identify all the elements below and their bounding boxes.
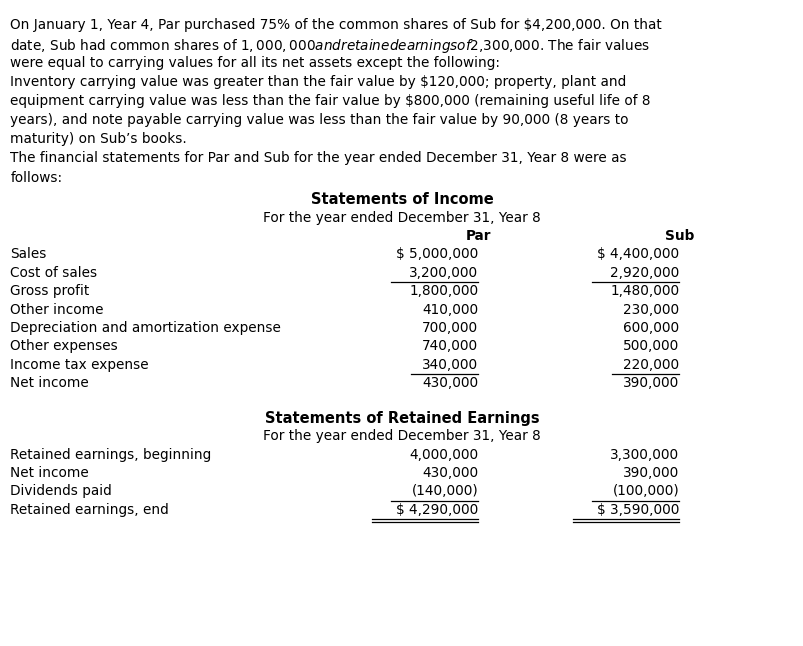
Text: 230,000: 230,000 xyxy=(622,302,679,317)
Text: 220,000: 220,000 xyxy=(622,358,679,372)
Text: follows:: follows: xyxy=(10,171,63,185)
Text: equipment carrying value was less than the fair value by $800,000 (remaining use: equipment carrying value was less than t… xyxy=(10,94,650,109)
Text: 430,000: 430,000 xyxy=(422,466,478,480)
Text: Depreciation and amortization expense: Depreciation and amortization expense xyxy=(10,321,281,335)
Text: 600,000: 600,000 xyxy=(622,321,679,335)
Text: Cost of sales: Cost of sales xyxy=(10,266,97,280)
Text: For the year ended December 31, Year 8: For the year ended December 31, Year 8 xyxy=(263,211,540,225)
Text: maturity) on Sub’s books.: maturity) on Sub’s books. xyxy=(10,132,187,147)
Text: $ 5,000,000: $ 5,000,000 xyxy=(396,247,478,262)
Text: $ 4,400,000: $ 4,400,000 xyxy=(597,247,679,262)
Text: On January 1, Year 4, Par purchased 75% of the common shares of Sub for $4,200,0: On January 1, Year 4, Par purchased 75% … xyxy=(10,18,662,32)
Text: 500,000: 500,000 xyxy=(622,339,679,353)
Text: For the year ended December 31, Year 8: For the year ended December 31, Year 8 xyxy=(263,429,540,443)
Text: Other expenses: Other expenses xyxy=(10,339,118,353)
Text: Net income: Net income xyxy=(10,466,89,480)
Text: 3,300,000: 3,300,000 xyxy=(609,448,679,462)
Text: The financial statements for Par and Sub for the year ended December 31, Year 8 : The financial statements for Par and Sub… xyxy=(10,151,626,165)
Text: 700,000: 700,000 xyxy=(422,321,478,335)
Text: Net income: Net income xyxy=(10,376,89,390)
Text: 740,000: 740,000 xyxy=(422,339,478,353)
Text: (140,000): (140,000) xyxy=(411,484,478,499)
Text: 1,480,000: 1,480,000 xyxy=(609,284,679,298)
Text: $ 3,590,000: $ 3,590,000 xyxy=(597,503,679,517)
Text: Gross profit: Gross profit xyxy=(10,284,90,298)
Text: years), and note payable carrying value was less than the fair value by 90,000 (: years), and note payable carrying value … xyxy=(10,113,628,127)
Text: Statements of Income: Statements of Income xyxy=(310,192,493,207)
Text: Retained earnings, beginning: Retained earnings, beginning xyxy=(10,448,211,462)
Text: Retained earnings, end: Retained earnings, end xyxy=(10,503,169,517)
Text: 430,000: 430,000 xyxy=(422,376,478,390)
Text: 390,000: 390,000 xyxy=(622,376,679,390)
Text: Sales: Sales xyxy=(10,247,47,262)
Text: $ 4,290,000: $ 4,290,000 xyxy=(396,503,478,517)
Text: 390,000: 390,000 xyxy=(622,466,679,480)
Text: Statements of Retained Earnings: Statements of Retained Earnings xyxy=(264,411,539,426)
Text: 340,000: 340,000 xyxy=(422,358,478,372)
Text: Dividends paid: Dividends paid xyxy=(10,484,112,499)
Text: 1,800,000: 1,800,000 xyxy=(409,284,478,298)
Text: Income tax expense: Income tax expense xyxy=(10,358,149,372)
Text: Inventory carrying value was greater than the fair value by $120,000; property, : Inventory carrying value was greater tha… xyxy=(10,75,626,89)
Text: 410,000: 410,000 xyxy=(422,302,478,317)
Text: Par: Par xyxy=(465,229,491,243)
Text: 3,200,000: 3,200,000 xyxy=(409,266,478,280)
Text: 2,920,000: 2,920,000 xyxy=(609,266,679,280)
Text: Other income: Other income xyxy=(10,302,104,317)
Text: date, Sub had common shares of $1,000,000 and retained earnings of $2,300,000. T: date, Sub had common shares of $1,000,00… xyxy=(10,37,650,55)
Text: 4,000,000: 4,000,000 xyxy=(409,448,478,462)
Text: Sub: Sub xyxy=(664,229,693,243)
Text: were equal to carrying values for all its net assets except the following:: were equal to carrying values for all it… xyxy=(10,56,499,70)
Text: (100,000): (100,000) xyxy=(612,484,679,499)
